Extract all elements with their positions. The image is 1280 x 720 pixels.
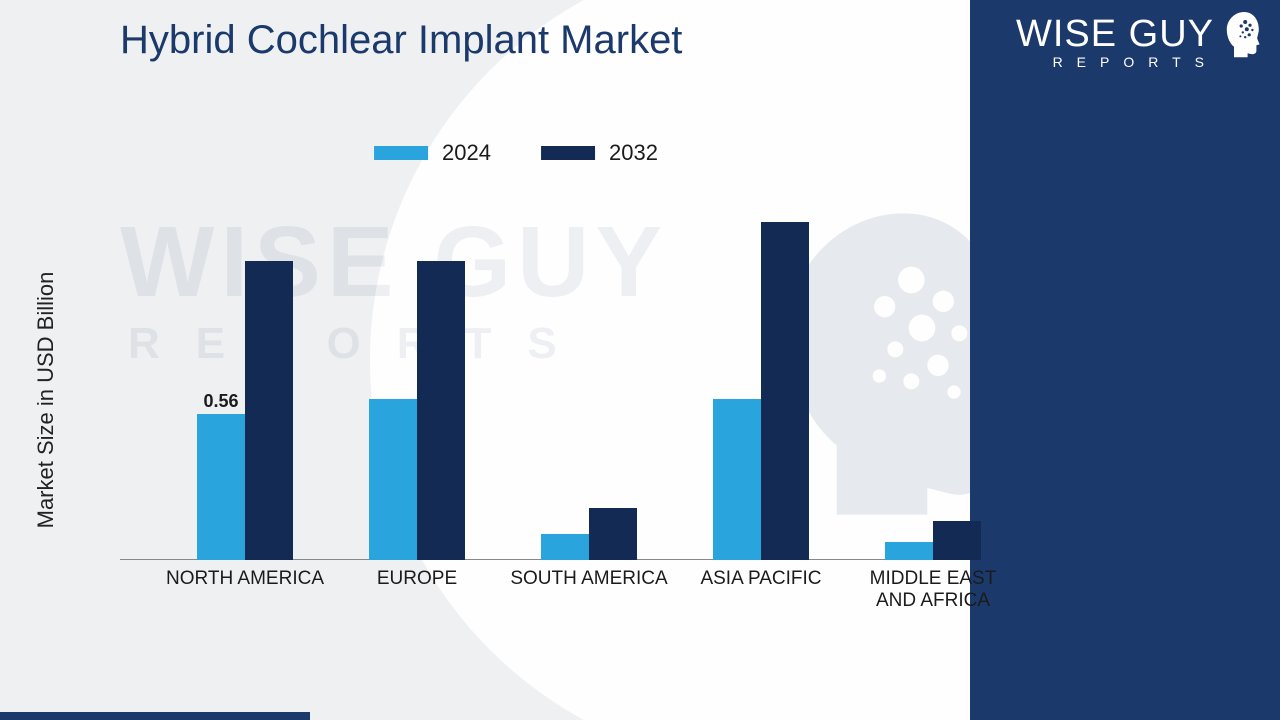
bar-2032-eu (417, 261, 465, 560)
plot-area: 0.56NORTH AMERICAEUROPESOUTH AMERICAASIA… (120, 170, 976, 560)
bar-2032-sa (589, 508, 637, 560)
bar-2032-mea (933, 521, 981, 560)
chart-legend: 2024 2032 (374, 140, 658, 166)
bar-value-label: 0.56 (197, 391, 245, 412)
bottom-accent-bar (0, 712, 310, 720)
legend-label-2032: 2032 (609, 140, 658, 166)
bar-2024-eu (369, 399, 417, 560)
category-label-eu: EUROPE (337, 568, 497, 590)
legend-item-2024: 2024 (374, 140, 491, 166)
logo-sub-text: REPORTS (982, 54, 1262, 70)
legend-label-2024: 2024 (442, 140, 491, 166)
category-label-na: NORTH AMERICA (165, 568, 325, 590)
logo-head-icon (1222, 10, 1262, 58)
logo-main-text: WISE GUY (1016, 13, 1214, 56)
bar-2024-mea (885, 542, 933, 560)
bar-2032-na (245, 261, 293, 560)
y-axis-label: Market Size in USD Billion (33, 272, 59, 529)
category-label-ap: ASIA PACIFIC (681, 568, 841, 590)
legend-swatch-2024 (374, 146, 428, 160)
bar-2032-ap (761, 222, 809, 560)
chart-title: Hybrid Cochlear Implant Market (120, 18, 682, 63)
bar-2024-ap (713, 399, 761, 560)
bar-2024-na: 0.56 (197, 414, 245, 560)
legend-swatch-2032 (541, 146, 595, 160)
canvas: WISE GUY REPORTS Hybrid Cochlear Implant… (0, 0, 1280, 720)
brand-logo: WISE GUY REPORTS (982, 10, 1262, 70)
bar-chart: Market Size in USD Billion 2024 2032 0.5… (56, 140, 976, 660)
category-label-mea: MIDDLE EAST AND AFRICA (853, 568, 1013, 612)
legend-item-2032: 2032 (541, 140, 658, 166)
category-label-sa: SOUTH AMERICA (509, 568, 669, 590)
bar-2024-sa (541, 534, 589, 560)
